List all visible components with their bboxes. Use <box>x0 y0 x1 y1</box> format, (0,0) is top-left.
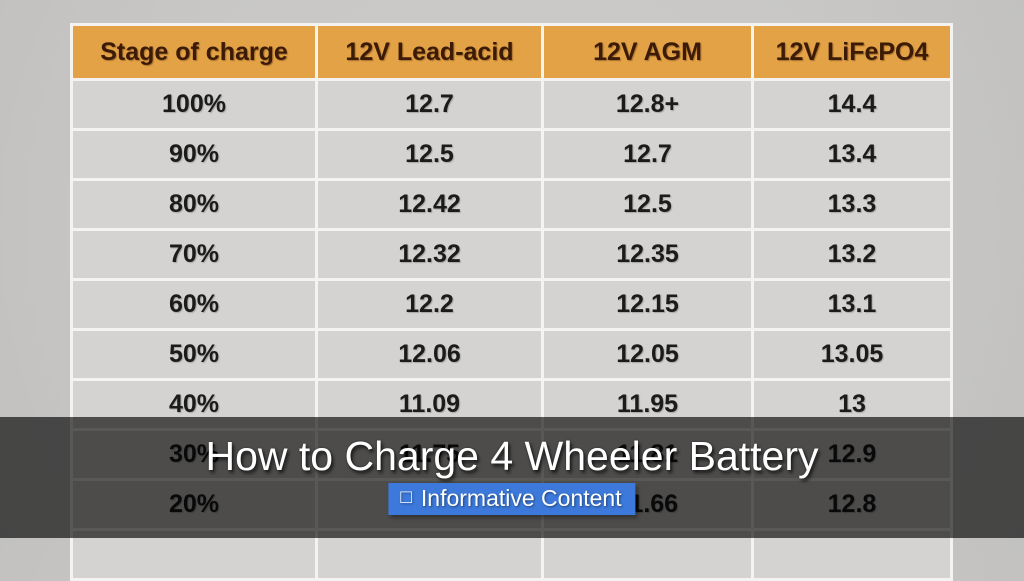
voltage-cell: 12.06 <box>318 331 541 378</box>
voltage-cell: 13.3 <box>754 181 950 228</box>
voltage-cell: 14.4 <box>754 81 950 128</box>
voltage-cell: 12.7 <box>318 81 541 128</box>
stage-cell <box>73 531 315 578</box>
voltage-cell: 13.05 <box>754 331 950 378</box>
column-header: 12V AGM <box>544 26 751 78</box>
voltage-cell: 12.8+ <box>544 81 751 128</box>
voltage-cell: 12.42 <box>318 181 541 228</box>
voltage-cell: 12.5 <box>544 181 751 228</box>
voltage-cell: 13.2 <box>754 231 950 278</box>
stage-cell: 80% <box>73 181 315 228</box>
voltage-cell: 12.15 <box>544 281 751 328</box>
stage-cell: 60% <box>73 281 315 328</box>
stage-cell: 70% <box>73 231 315 278</box>
informative-content-badge: □ Informative Content <box>388 483 636 515</box>
voltage-cell: 12.7 <box>544 131 751 178</box>
voltage-cell <box>754 531 950 578</box>
stage-cell: 100% <box>73 81 315 128</box>
voltage-cell: 13.1 <box>754 281 950 328</box>
tofu-box-icon: □ <box>400 486 412 508</box>
stage-cell: 90% <box>73 131 315 178</box>
stage-cell: 50% <box>73 331 315 378</box>
voltage-cell <box>544 531 751 578</box>
column-header: 12V Lead-acid <box>318 26 541 78</box>
badge-label: Informative Content <box>420 484 622 511</box>
video-frame: Stage of charge 12V Lead-acid 12V AGM 12V L… <box>0 23 1024 581</box>
column-header: 12V LiFePO4 <box>754 26 950 78</box>
video-title: How to Charge 4 Wheeler Battery <box>205 433 819 479</box>
voltage-cell <box>318 531 541 578</box>
lower-third-overlay <box>0 417 1024 538</box>
voltage-cell: 12.5 <box>318 131 541 178</box>
voltage-cell: 12.05 <box>544 331 751 378</box>
voltage-cell: 13.4 <box>754 131 950 178</box>
voltage-cell: 12.2 <box>318 281 541 328</box>
column-header: Stage of charge <box>73 26 315 78</box>
voltage-cell: 12.32 <box>318 231 541 278</box>
voltage-cell: 12.35 <box>544 231 751 278</box>
